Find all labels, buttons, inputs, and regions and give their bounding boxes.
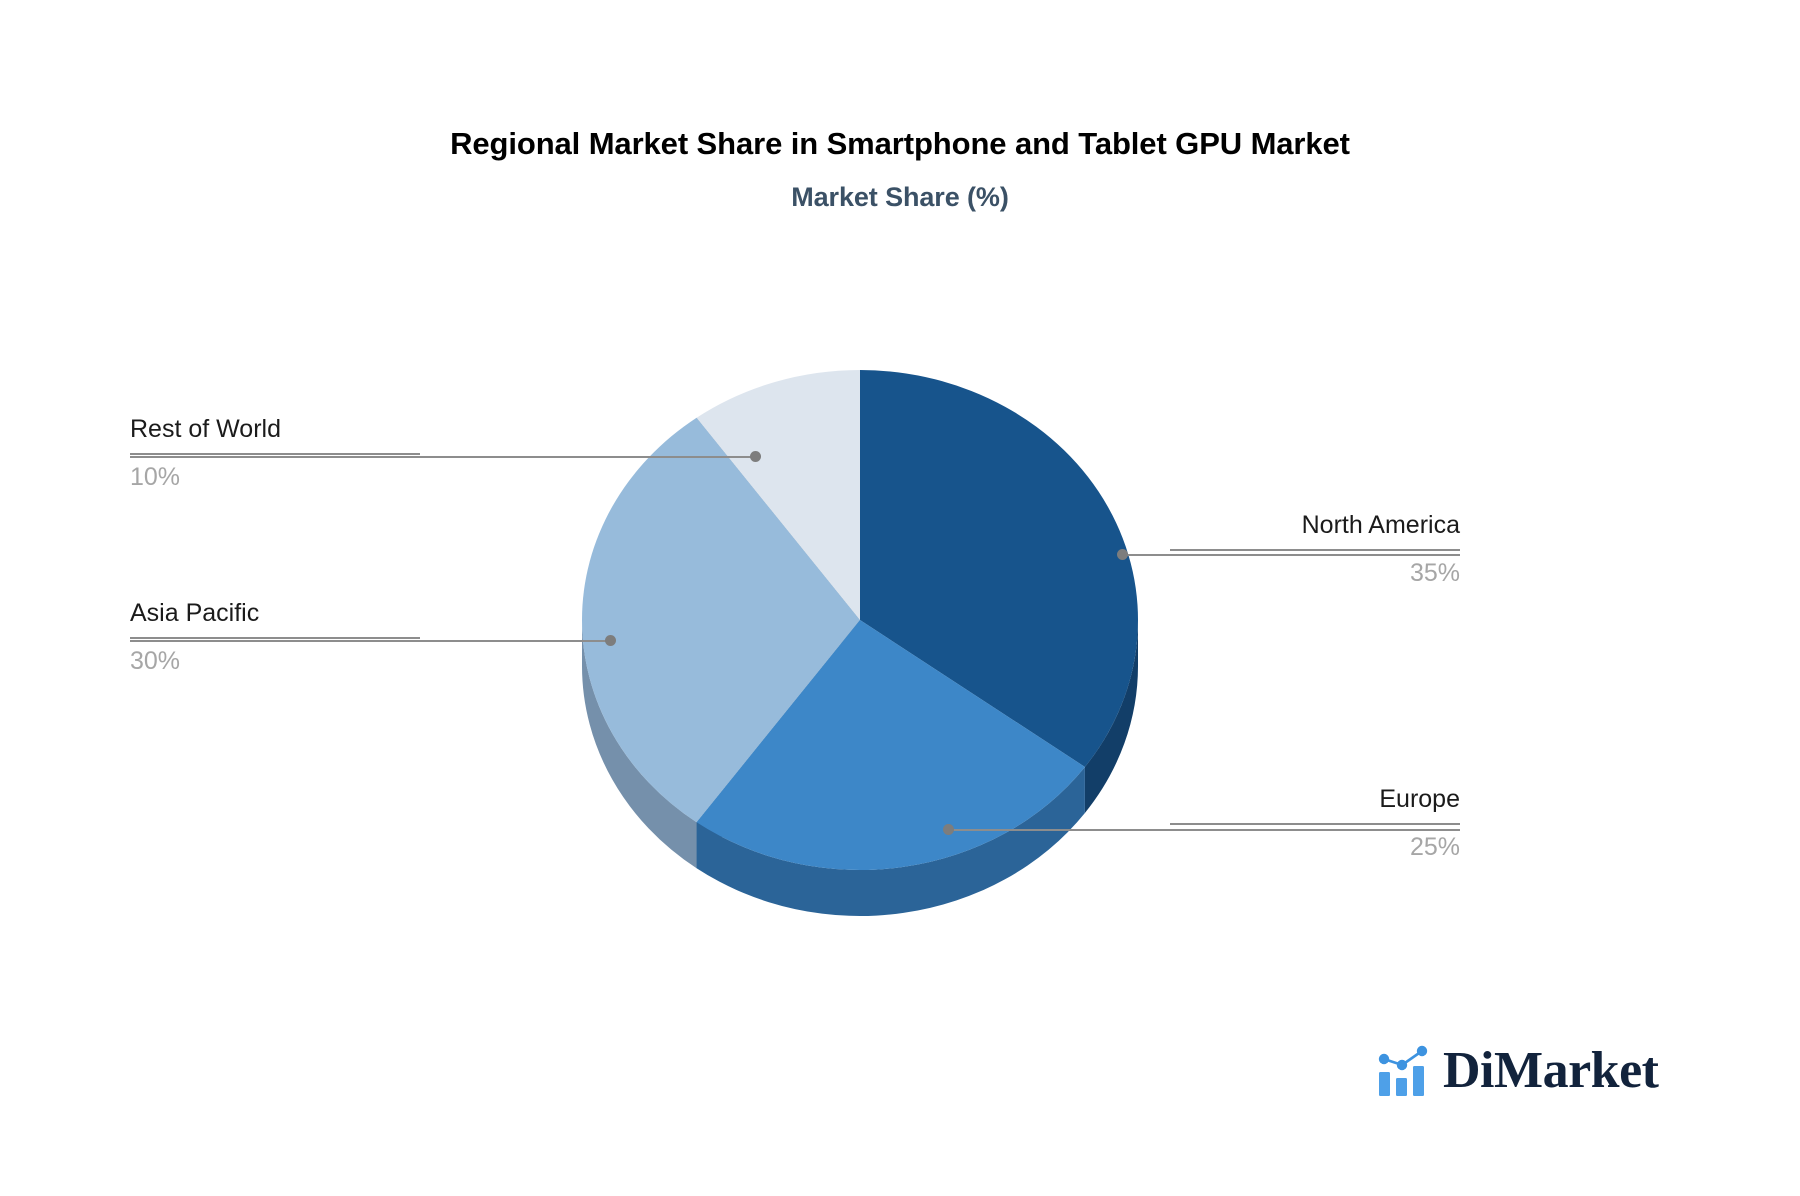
dimarket-logo: DiMarket xyxy=(1375,1042,1659,1099)
callout-value-rest-of-world: 10% xyxy=(130,462,181,491)
pie-slice-rest-of-world[interactable] xyxy=(696,370,860,620)
pie-chart-svg xyxy=(582,370,1138,917)
callout-rest-of-world: Rest of World 10% xyxy=(130,415,420,491)
pie-chart xyxy=(560,340,1160,940)
leader-dot-north-america xyxy=(1117,549,1128,560)
pie-slices xyxy=(582,370,1138,870)
callout-value-north-america: 35% xyxy=(1409,558,1460,587)
callout-divider xyxy=(130,636,420,639)
leader-line-europe xyxy=(948,829,1460,831)
leader-dot-europe xyxy=(943,824,954,835)
leader-line-north-america xyxy=(1122,554,1460,556)
pie-slice-europe[interactable] xyxy=(696,620,1085,870)
title-block: Regional Market Share in Smartphone and … xyxy=(0,126,1800,213)
chart-title: Regional Market Share in Smartphone and … xyxy=(450,126,1350,161)
pie-slice-north-america[interactable] xyxy=(860,370,1138,767)
callout-europe: Europe 25% xyxy=(1170,785,1460,861)
pie-slice-side-asia-pacific xyxy=(582,620,697,869)
callout-divider xyxy=(130,452,420,455)
chart-subtitle: Market Share (%) xyxy=(791,181,1009,212)
callout-asia-pacific: Asia Pacific 30% xyxy=(130,599,420,675)
pie-slice-side-north-america xyxy=(1084,620,1138,813)
callout-label-rest-of-world: Rest of World xyxy=(130,415,281,443)
analytics-chart-icon xyxy=(1378,1045,1428,1096)
leader-dot-rest-of-world xyxy=(750,451,761,462)
callout-value-europe: 25% xyxy=(1409,832,1460,861)
callout-label-europe: Europe xyxy=(1379,785,1460,813)
callout-label-asia-pacific: Asia Pacific xyxy=(130,599,260,627)
callout-divider xyxy=(1170,548,1460,551)
leader-line-rest-of-world xyxy=(130,456,755,458)
logo-wordmark: DiMarket xyxy=(1443,1042,1659,1099)
leader-line-asia-pacific xyxy=(130,640,610,642)
callout-north-america: North America 35% xyxy=(1170,511,1460,587)
pie-slice-side-europe xyxy=(696,766,1085,917)
callout-label-north-america: North America xyxy=(1301,511,1460,539)
leader-dot-asia-pacific xyxy=(605,635,616,646)
callout-value-asia-pacific: 30% xyxy=(130,646,181,675)
pie-slice-asia-pacific[interactable] xyxy=(582,417,860,823)
callout-divider xyxy=(1170,822,1460,825)
